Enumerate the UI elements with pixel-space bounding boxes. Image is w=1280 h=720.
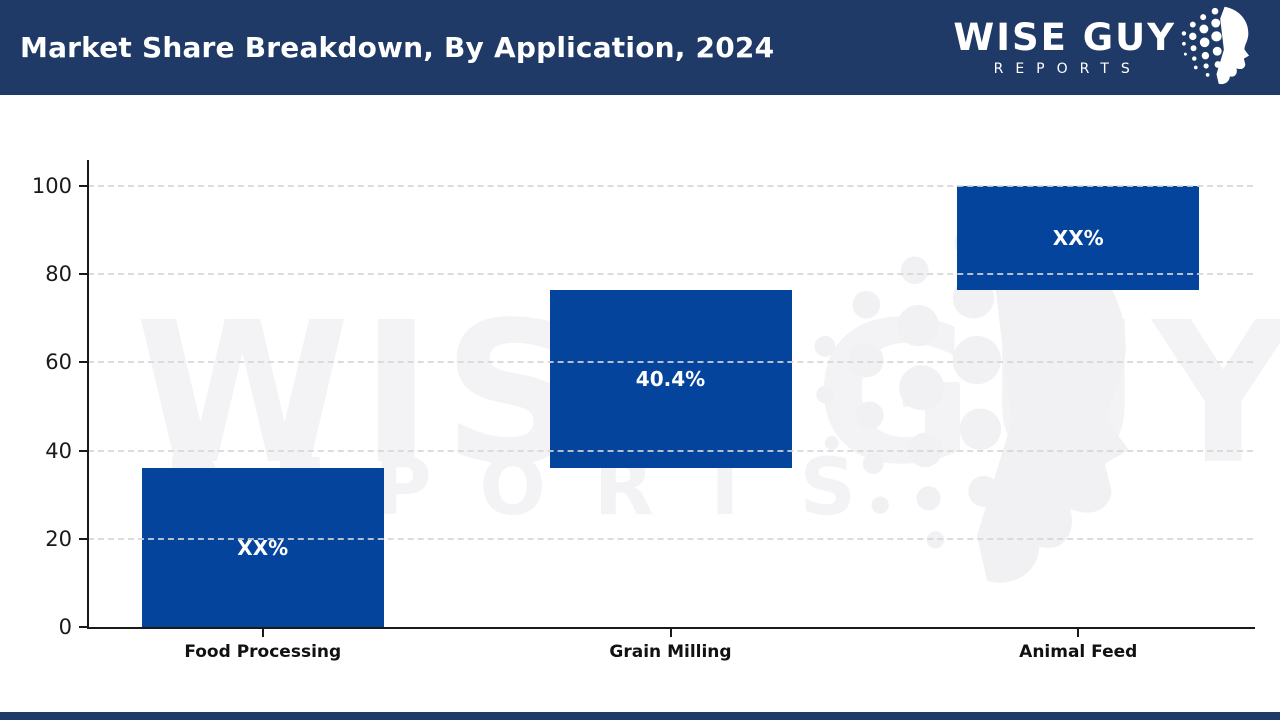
bar-segment: XX% (957, 186, 1200, 291)
bar-value-label: XX% (1052, 226, 1104, 251)
bar-segment: 40.4% (549, 290, 792, 469)
y-tick-mark (79, 537, 88, 540)
y-tick-mark (79, 449, 88, 452)
y-tick-label: 80 (45, 262, 72, 287)
y-tick-label: 0 (58, 615, 72, 639)
x-tick-label: Grain Milling (609, 642, 732, 662)
header-bar: Market Share Breakdown, By Application, … (0, 0, 1280, 95)
y-gridline (88, 361, 1253, 364)
y-tick-mark (79, 626, 88, 628)
y-gridline (88, 185, 1253, 187)
bar-value-label: 40.4% (635, 367, 706, 392)
y-gridline (88, 273, 1253, 276)
y-tick-label: 20 (45, 526, 72, 551)
y-tick-label: 40 (45, 438, 72, 463)
x-tick-mark (261, 629, 264, 637)
y-tick-mark (79, 185, 88, 187)
x-tick-label: Food Processing (184, 642, 342, 662)
brand-logo-text: WISE GUY REPORTS (953, 19, 1176, 77)
x-tick-label: Animal Feed (1019, 642, 1138, 662)
brand-name: WISE GUY (953, 15, 1176, 59)
y-tick-label: 60 (45, 350, 72, 375)
brand-subtitle: REPORTS (993, 60, 1142, 77)
y-tick-mark (79, 273, 88, 276)
x-tick-mark (1077, 629, 1080, 637)
y-tick-label: 100 (31, 174, 72, 198)
x-tick-mark (669, 629, 672, 637)
watermark-head-icon (770, 215, 1170, 599)
logo-head-icon (1178, 5, 1252, 91)
y-gridline (88, 449, 1253, 452)
footer-bar (0, 712, 1280, 720)
y-tick-mark (79, 361, 88, 364)
y-axis-line (87, 160, 89, 629)
brand-logo: WISE GUY REPORTS (953, 5, 1252, 91)
chart-title: Market Share Breakdown, By Application, … (20, 31, 775, 64)
x-axis-line (88, 627, 1255, 629)
y-gridline (88, 537, 1253, 540)
bar-segment: XX% (141, 468, 384, 627)
